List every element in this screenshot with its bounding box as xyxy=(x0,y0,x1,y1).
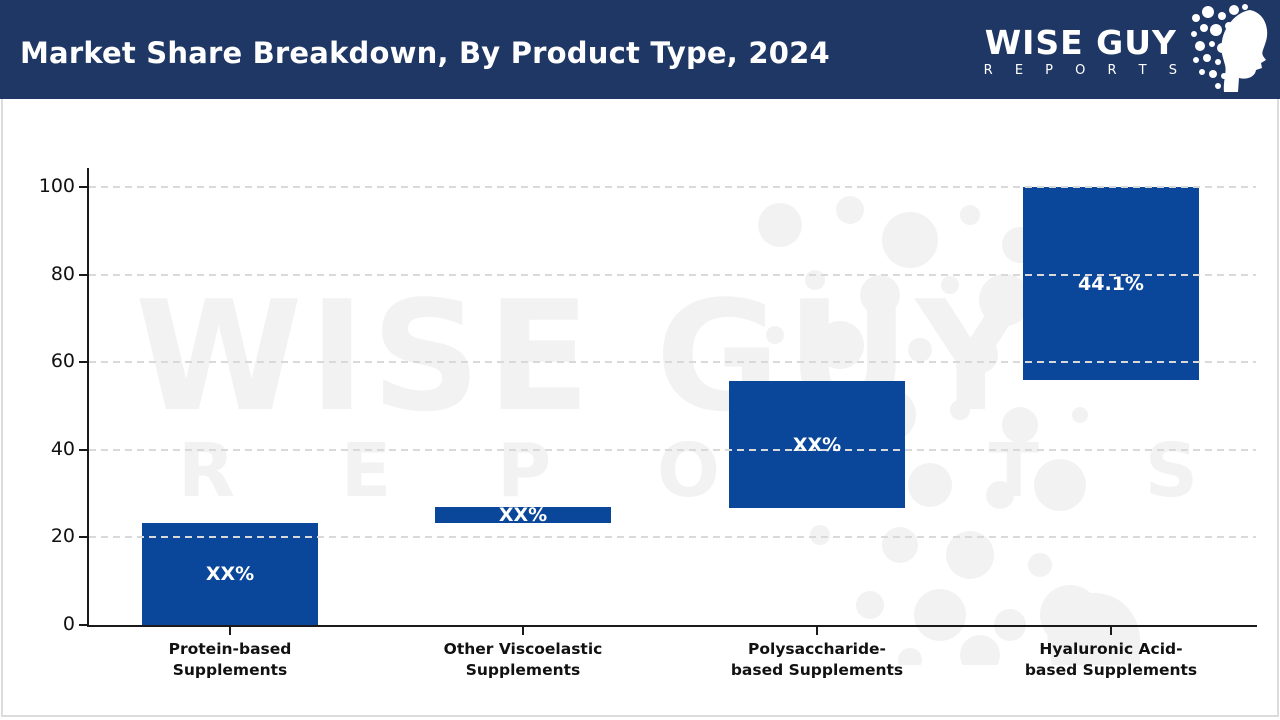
bar-value-label: XX% xyxy=(205,562,255,585)
gridline-20 xyxy=(89,536,1256,539)
y-tick-mark xyxy=(79,361,87,364)
logo-subtitle-text: R E P O R T S xyxy=(983,62,1186,78)
x-tick-mark xyxy=(522,627,524,635)
category-label-line: Protein-based xyxy=(168,640,292,658)
gridline-100 xyxy=(89,186,1256,188)
y-tick-mark xyxy=(79,186,87,188)
y-tick-mark xyxy=(79,448,87,451)
bar-value-label: XX% xyxy=(792,433,842,456)
x-tick-mark xyxy=(1110,627,1112,635)
category-label: Other Viscoelastic Supplements xyxy=(373,639,673,681)
y-tick-label: 100 xyxy=(38,175,75,197)
y-tick-mark xyxy=(79,624,87,626)
category-label: Polysaccharide-based Supplements xyxy=(667,639,967,681)
logo-name-text: WISE GUY xyxy=(984,22,1177,62)
y-tick-label: 40 xyxy=(50,437,75,460)
category-label: Protein-based Supplements xyxy=(80,639,380,681)
category-label-line: Supplements xyxy=(172,661,288,679)
bar-value-label: 44.1% xyxy=(1078,272,1144,295)
page-title: Market Share Breakdown, By Product Type,… xyxy=(20,36,830,70)
y-tick-label: 60 xyxy=(50,350,75,373)
y-tick-label: 0 xyxy=(62,613,75,635)
x-tick-mark xyxy=(229,627,231,635)
gridline-60 xyxy=(89,361,1256,364)
y-axis-line xyxy=(87,168,89,626)
y-tick-mark xyxy=(79,536,87,539)
category-label: Hyaluronic Acid-based Supplements xyxy=(961,639,1261,681)
x-axis-line xyxy=(87,625,1257,627)
logo-face-icon xyxy=(1191,4,1268,92)
gridline-40 xyxy=(89,448,1256,451)
y-tick-mark xyxy=(79,273,87,276)
x-tick-mark xyxy=(816,627,818,635)
category-label-line: based Supplements xyxy=(1024,661,1198,679)
bar-value-label: XX% xyxy=(498,504,548,527)
bar-segment xyxy=(729,380,905,509)
category-label-line: Polysaccharide- xyxy=(748,640,886,658)
bar-segment xyxy=(435,506,611,524)
wise-guy-logo: WISE GUY R E P O R T S xyxy=(976,4,1272,96)
bar-segment xyxy=(142,522,318,625)
report-header: Market Share Breakdown, By Product Type,… xyxy=(0,0,1280,99)
watermark-subtitle: R E P O R T S xyxy=(178,428,1239,514)
logo-wordmark: WISE GUY R E P O R T S xyxy=(976,23,1186,78)
category-label-line: based Supplements xyxy=(730,661,904,679)
category-label-line: Supplements xyxy=(465,661,581,679)
category-label-line: Other Viscoelastic xyxy=(443,640,603,658)
bar-segment xyxy=(1023,187,1199,381)
y-tick-label: 80 xyxy=(50,262,75,285)
y-tick-label: 20 xyxy=(50,525,75,548)
category-label-line: Hyaluronic Acid- xyxy=(1039,640,1183,658)
gridline-80 xyxy=(89,273,1256,276)
